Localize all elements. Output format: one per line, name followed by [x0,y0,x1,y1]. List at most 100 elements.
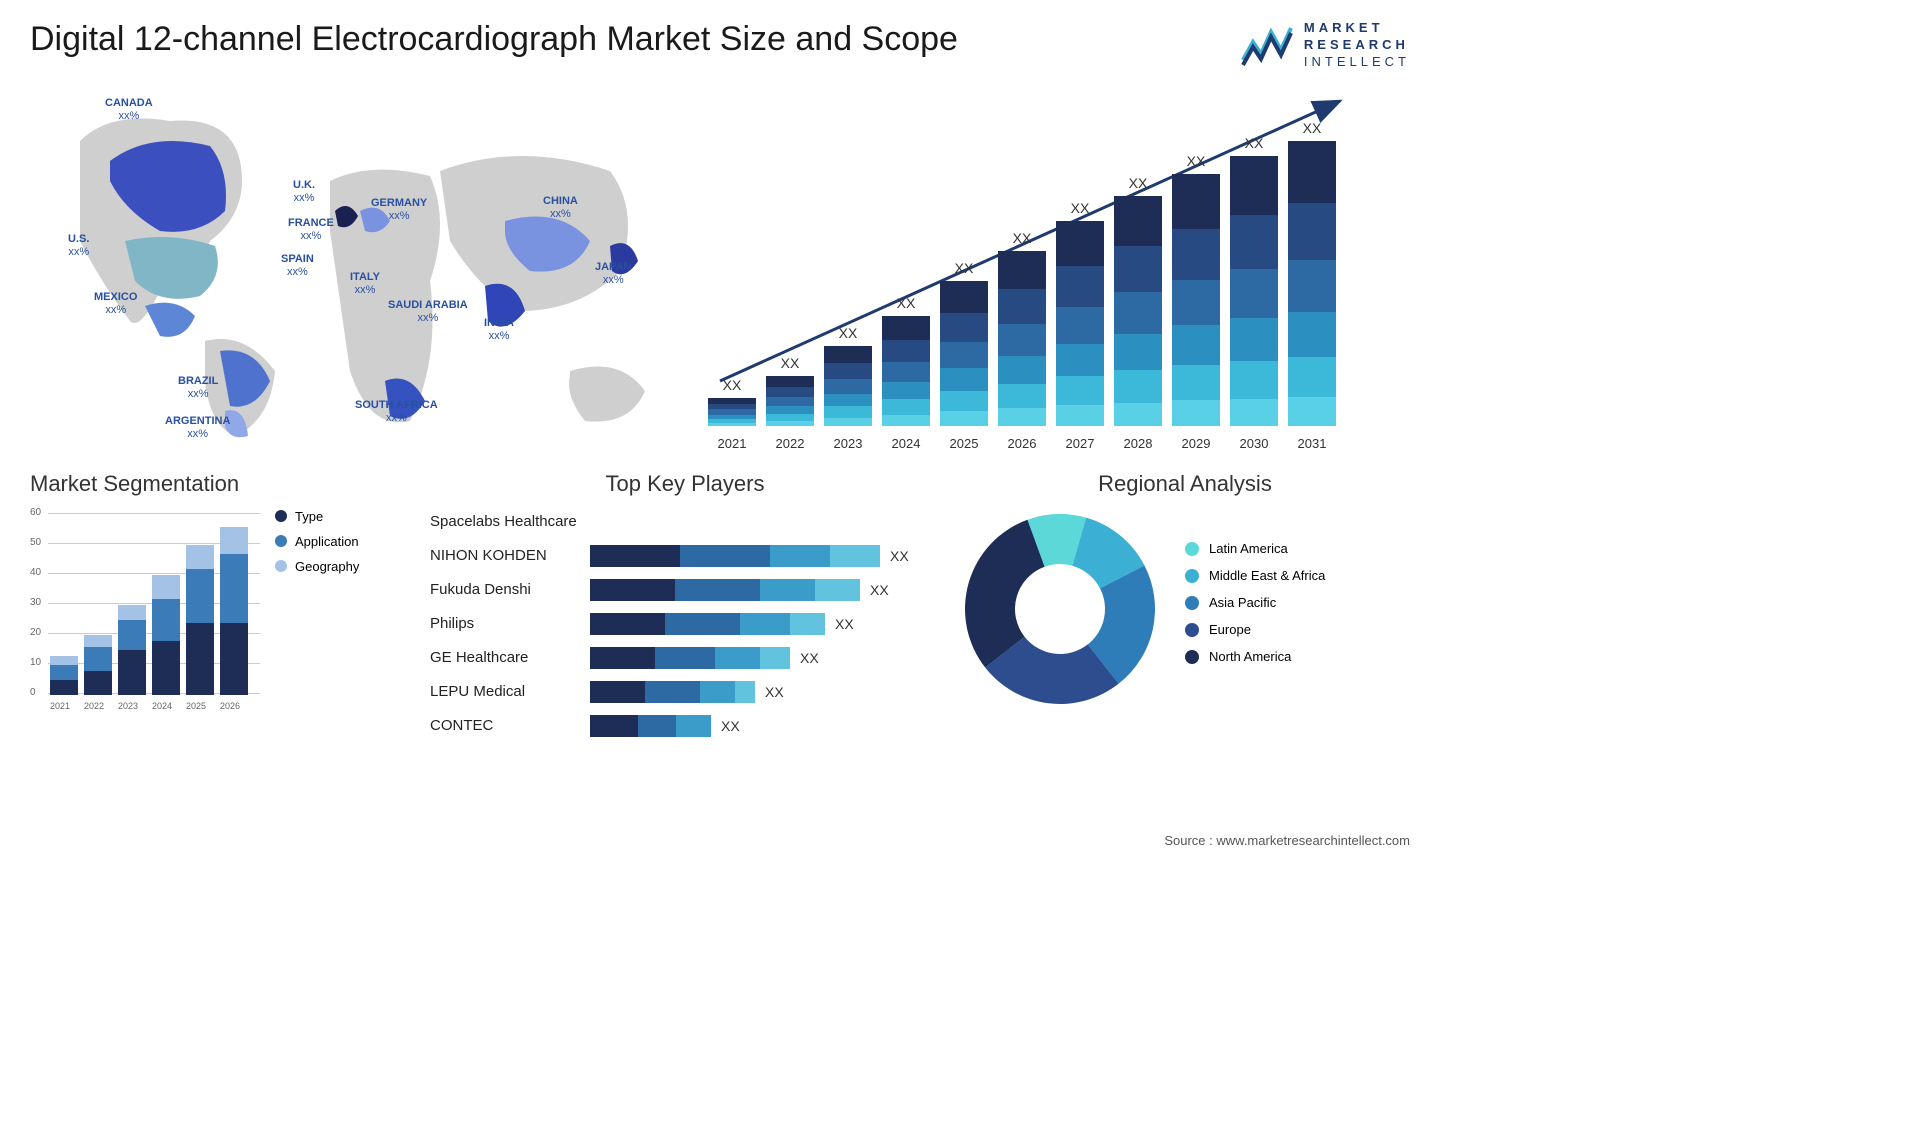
seg-xtick: 2022 [84,701,112,711]
player-row: CONTECXX [430,713,940,739]
seg-ytick: 20 [30,627,41,638]
logo-icon [1241,20,1296,70]
seg-bar-2024 [152,575,180,695]
growth-value-label: XX [824,325,872,341]
seg-bar-2023 [118,605,146,695]
map-label-argentina: ARGENTINAxx% [165,415,230,441]
player-bar [590,579,860,601]
regional-title: Regional Analysis [960,471,1410,497]
players-title: Top Key Players [430,471,940,497]
player-bar [590,715,711,737]
player-row: NIHON KOHDEN XX [430,543,940,569]
page-title: Digital 12-channel Electrocardiograph Ma… [30,20,958,59]
world-map: CANADAxx%U.S.xx%MEXICOxx%BRAZILxx%ARGENT… [30,81,670,451]
logo-line3: INTELLECT [1304,54,1410,71]
growth-year-label: 2031 [1288,436,1336,451]
growth-year-label: 2027 [1056,436,1104,451]
growth-year-label: 2021 [708,436,756,451]
growth-bar-2027 [1056,221,1104,426]
player-value: XX [800,650,819,666]
growth-bar-2030 [1230,156,1278,426]
growth-bar-chart: 2021 XX 2022 XX 2023 XX 2024 XX 2025 XX 2026 XX 2027… [700,81,1410,451]
player-row: Fukuda DenshiXX [430,577,940,603]
players-header-row: Spacelabs Healthcare [430,509,940,535]
map-label-spain: SPAINxx% [281,253,314,279]
segmentation-title: Market Segmentation [30,471,410,497]
map-label-uk: U.K.xx% [293,179,315,205]
map-label-canada: CANADAxx% [105,97,153,123]
growth-bar-2024 [882,316,930,426]
growth-value-label: XX [998,230,1046,246]
growth-bar-2028 [1114,196,1162,426]
map-label-italy: ITALYxx% [350,271,380,297]
growth-year-label: 2022 [766,436,814,451]
player-row: Philips XX [430,611,940,637]
map-label-france: FRANCExx% [288,217,334,243]
player-row: LEPU Medical XX [430,679,940,705]
segmentation-legend: TypeApplicationGeography [275,509,359,709]
player-name: Philips [430,615,590,632]
growth-year-label: 2025 [940,436,988,451]
regional-donut-chart [960,509,1160,709]
growth-year-label: 2024 [882,436,930,451]
growth-value-label: XX [1230,135,1278,151]
players-header: Spacelabs Healthcare [430,513,590,530]
map-label-japan: JAPANxx% [595,261,631,287]
seg-bar-2026 [220,527,248,695]
map-label-china: CHINAxx% [543,195,578,221]
source-text: Source : www.marketresearchintellect.com [1164,833,1410,848]
seg-xtick: 2026 [220,701,248,711]
growth-bar-2025 [940,281,988,426]
player-value: XX [870,582,889,598]
world-map-svg [30,81,670,451]
player-bar [590,647,790,669]
seg-legend-item: Application [275,534,359,549]
player-bar [590,545,880,567]
map-label-mexico: MEXICOxx% [94,291,137,317]
player-name: GE Healthcare [430,649,590,666]
player-value: XX [765,684,784,700]
growth-value-label: XX [708,377,756,393]
seg-ytick: 40 [30,567,41,578]
players-section: Top Key Players Spacelabs Healthcare NIH… [430,471,940,747]
growth-year-label: 2026 [998,436,1046,451]
regional-section: Regional Analysis Latin America Middle Ea… [960,471,1410,747]
map-label-southafrica: SOUTH AFRICAxx% [355,399,438,425]
segmentation-section: Market Segmentation 01020304050602021202… [30,471,410,747]
map-label-us: U.S.xx% [68,233,89,259]
growth-value-label: XX [1114,175,1162,191]
logo-line2: RESEARCH [1304,37,1410,54]
growth-value-label: XX [1172,153,1220,169]
player-value: XX [890,548,909,564]
seg-xtick: 2024 [152,701,180,711]
growth-bar-2029 [1172,174,1220,426]
player-name: CONTEC [430,717,590,734]
seg-bar-2021 [50,656,78,695]
regional-legend-item: Middle East & Africa [1185,568,1325,583]
player-bar [590,613,825,635]
segmentation-chart: 0102030405060202120222023202420252026 [30,509,260,709]
regional-legend-item: Asia Pacific [1185,595,1325,610]
player-name: NIHON KOHDEN [430,547,590,564]
brand-logo: MARKET RESEARCH INTELLECT [1241,20,1410,71]
growth-year-label: 2030 [1230,436,1278,451]
growth-value-label: XX [882,295,930,311]
growth-bar-2022 [766,376,814,426]
seg-ytick: 10 [30,657,41,668]
player-value: XX [835,616,854,632]
player-name: LEPU Medical [430,683,590,700]
regional-legend-item: Latin America [1185,541,1325,556]
seg-ytick: 60 [30,507,41,518]
seg-ytick: 50 [30,537,41,548]
growth-value-label: XX [1056,200,1104,216]
growth-value-label: XX [766,355,814,371]
growth-year-label: 2023 [824,436,872,451]
regional-legend-item: Europe [1185,622,1325,637]
seg-xtick: 2025 [186,701,214,711]
seg-legend-item: Type [275,509,359,524]
player-row: GE Healthcare XX [430,645,940,671]
map-label-india: INDIAxx% [484,317,514,343]
seg-xtick: 2023 [118,701,146,711]
seg-ytick: 0 [30,687,36,698]
seg-ytick: 30 [30,597,41,608]
